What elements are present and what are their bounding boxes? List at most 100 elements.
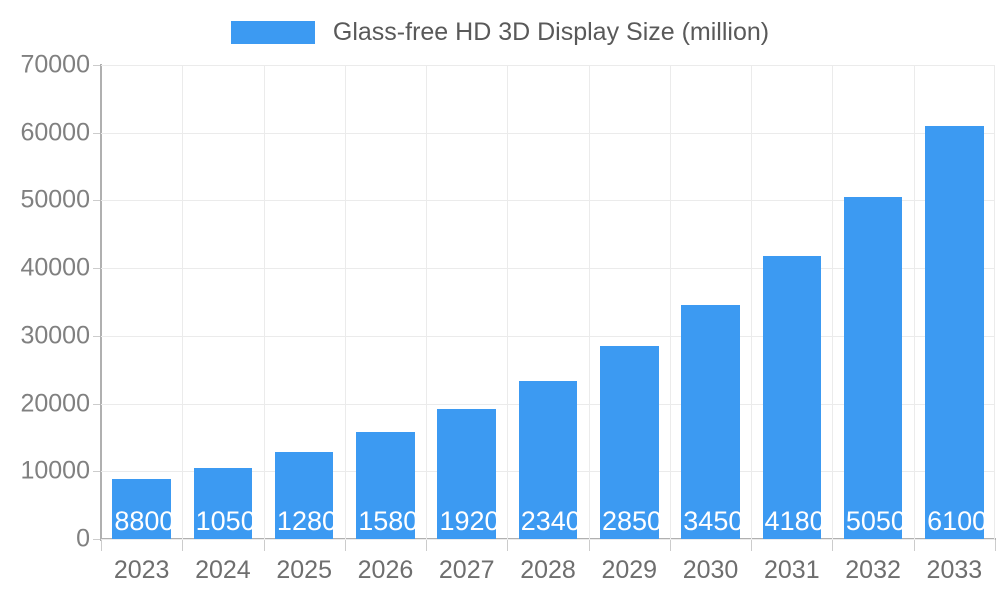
x-axis-tick-label: 2025 [276,556,332,584]
chart-legend: Glass-free HD 3D Display Size (million) [0,0,1000,64]
bar[interactable]: 8800 [112,479,171,539]
bar-fill [356,432,415,539]
x-axis-tick-label: 2024 [195,556,251,584]
bar-clip: 28500 [600,346,659,539]
y-axis-tick-label: 20000 [20,389,90,418]
bar-data-label: 10500 [195,506,253,536]
gridline-vertical [264,65,265,539]
bar-clip: 41800 [762,255,822,539]
gridline-vertical [589,65,590,539]
gridline-horizontal [101,132,995,134]
bar[interactable]: 19200 [437,409,496,539]
y-axis-tick-mark [93,335,100,337]
bar-clip: 12800 [274,452,334,539]
legend-swatch-series-1 [230,20,315,44]
bar-fill [112,479,171,539]
bar[interactable]: 50500 [843,197,903,539]
x-axis-tick-label: 2033 [926,556,983,584]
y-axis-tick-label: 30000 [20,321,90,350]
bar[interactable]: 10500 [193,467,253,539]
bar-fill [843,197,903,539]
bar-clip: 10500 [193,467,253,539]
bar-data-label: 12800 [276,506,334,536]
bar-data-label: 8800 [114,506,171,536]
y-axis-tick-label: 50000 [20,185,90,214]
y-axis-tick-mark [93,200,100,202]
x-axis-tick-mark [589,540,590,551]
x-axis-tick-mark [426,540,427,551]
y-axis-tick-mark [93,65,100,66]
x-axis-tick-label: 2028 [520,556,576,584]
y-axis-tick-mark [93,471,100,473]
y-axis-tick-label: 60000 [20,118,90,147]
bar-clip: 23400 [518,380,578,539]
bar[interactable]: 12800 [274,452,334,539]
bar[interactable]: 15800 [356,432,415,539]
bar-clip: 19200 [437,409,496,539]
bar-fill [518,380,578,539]
y-axis-tick-labels: 0 10000 20000 30000 40000 50000 60000 70000 [0,0,90,600]
y-axis-tick-label: 10000 [20,456,90,485]
x-axis-tick-mark [670,540,671,551]
bar[interactable]: 34500 [681,305,740,539]
bar-fill [193,467,253,539]
x-axis-tick-mark [264,540,265,551]
y-axis-tick-mark [93,132,100,134]
bar-clip: 15800 [356,432,415,539]
bar[interactable]: 41800 [762,255,822,539]
bar-data-label: 28500 [602,506,659,536]
x-axis-tick-mark [345,540,346,551]
gridline-vertical [914,65,915,539]
bar-data-label: 50500 [845,506,903,536]
gridline-horizontal [101,200,995,202]
gridline-vertical [994,65,995,539]
gridline-vertical [182,65,183,539]
x-axis-tick-label: 2023 [113,556,170,584]
x-axis-tick-label: 2031 [764,556,820,584]
bar-data-label: 23400 [520,506,578,536]
gridline-horizontal [101,539,995,540]
bar[interactable]: 28500 [600,346,659,539]
bar-data-label: 19200 [439,506,496,536]
bar-fill [274,452,334,539]
gridline-vertical [832,65,833,539]
legend-label-series-1: Glass-free HD 3D Display Size (million) [332,17,770,46]
bar-fill [925,125,984,539]
y-axis-tick-label: 40000 [20,253,90,282]
bar[interactable]: 61000 [925,125,984,539]
bar-data-label: 15800 [358,506,415,536]
bar-data-label: 41800 [764,506,822,536]
gridline-horizontal [101,268,995,270]
bar-data-label: 34500 [683,506,740,536]
x-axis-tick-mark [182,540,183,551]
gridline-vertical [345,65,346,539]
y-axis-tick-label: 0 [76,524,90,553]
x-axis-tick-mark [101,540,102,551]
y-axis-tick-label: 70000 [20,50,90,79]
bar[interactable]: 23400 [518,380,578,539]
y-axis-tick-mark [93,403,100,405]
y-axis-line [100,64,102,541]
bar-data-label: 61000 [927,506,984,536]
x-axis-tick-label: 2030 [682,556,739,584]
plot-area: 8800 10500 12800 15800 19200 23400 28500 34500 4… [101,65,995,540]
gridline-vertical [670,65,671,539]
x-axis-tick-label: 2026 [357,556,414,584]
bar-fill [762,255,822,539]
x-axis-tick-label: 2027 [438,556,495,584]
x-axis-tick-mark [832,540,833,551]
bar-fill [437,409,496,539]
bar-clip: 50500 [843,197,903,539]
gridline-vertical [507,65,508,539]
x-axis-tick-mark [751,540,752,551]
bar-clip: 61000 [925,125,984,539]
bar-fill [600,346,659,539]
gridline-vertical [426,65,427,539]
x-axis-tick-mark [507,540,508,551]
bar-fill [681,305,740,539]
bar-clip: 34500 [681,305,740,539]
legend-item-series-1[interactable]: Glass-free HD 3D Display Size (million) [230,17,770,47]
y-axis-tick-mark [93,539,100,540]
gridline-horizontal [101,335,995,337]
